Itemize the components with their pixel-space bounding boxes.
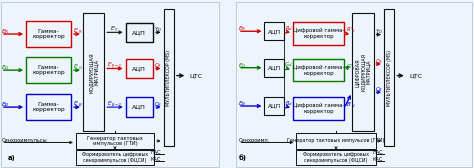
Text: $E'_G$: $E'_G$ bbox=[73, 63, 83, 72]
Text: $Y_D$: $Y_D$ bbox=[375, 28, 383, 36]
Bar bbox=[293, 59, 344, 81]
Text: $E_R$: $E_R$ bbox=[238, 24, 246, 33]
Text: АЦП: АЦП bbox=[132, 105, 146, 110]
Text: $Y_D$: $Y_D$ bbox=[155, 25, 162, 34]
Bar bbox=[236, 2, 472, 167]
Text: Генератор тактовых
импульсов (ГТИ): Генератор тактовых импульсов (ГТИ) bbox=[87, 136, 143, 146]
Text: Гамма-
корректор: Гамма- корректор bbox=[32, 102, 65, 112]
Bar bbox=[1, 2, 219, 167]
Text: АЦП: АЦП bbox=[132, 66, 146, 71]
Bar bbox=[26, 21, 71, 47]
Text: $E'_R$: $E'_R$ bbox=[73, 27, 83, 36]
Text: $C_B$: $C_B$ bbox=[155, 100, 162, 109]
Text: $E_G$: $E_G$ bbox=[1, 63, 10, 72]
Text: Гамма-
корректор: Гамма- корректор bbox=[32, 65, 65, 75]
Bar bbox=[26, 57, 71, 83]
Bar bbox=[296, 150, 376, 165]
Text: Синхроимп.: Синхроимп. bbox=[238, 138, 270, 143]
Bar bbox=[126, 23, 153, 42]
Bar bbox=[264, 97, 284, 115]
Text: АЦП: АЦП bbox=[268, 65, 281, 70]
Text: Формирователь цифровых
синхроимпульсов (ФЦСИ): Формирователь цифровых синхроимпульсов (… bbox=[82, 152, 148, 163]
Text: $E_R$: $E_R$ bbox=[1, 27, 10, 36]
Bar bbox=[384, 9, 394, 146]
Text: $E'_Y$: $E'_Y$ bbox=[110, 25, 119, 34]
Text: $B_d$: $B_d$ bbox=[285, 99, 292, 108]
Text: КАС: КАС bbox=[372, 157, 383, 162]
Text: $G'_d$: $G'_d$ bbox=[346, 63, 356, 72]
Text: Генератор тактовых импульсов (ГТИ): Генератор тактовых импульсов (ГТИ) bbox=[287, 138, 385, 143]
Text: МУЛЬТИПЛЕКСОР (MS): МУЛЬТИПЛЕКСОР (MS) bbox=[387, 50, 392, 106]
Text: КОДИРУЮЩАЯ
МАТРИЦА: КОДИРУЮЩАЯ МАТРИЦА bbox=[88, 52, 99, 93]
Text: $E_G$: $E_G$ bbox=[238, 61, 247, 70]
Text: $E'_{R-Y}$: $E'_{R-Y}$ bbox=[107, 61, 123, 70]
Bar bbox=[26, 94, 71, 120]
Bar bbox=[296, 133, 376, 149]
Text: $E_B$: $E_B$ bbox=[238, 99, 246, 108]
Text: $R_d$: $R_d$ bbox=[285, 24, 292, 33]
Text: НАС: НАС bbox=[151, 150, 161, 155]
Text: $C_R$: $C_R$ bbox=[155, 61, 162, 70]
Bar bbox=[264, 22, 284, 40]
Text: НАС: НАС bbox=[372, 150, 383, 155]
Text: $R'_d$: $R'_d$ bbox=[346, 26, 355, 35]
Text: АЦП: АЦП bbox=[268, 29, 281, 34]
Bar bbox=[293, 22, 344, 45]
Text: $E'_{B-Y}$: $E'_{B-Y}$ bbox=[107, 100, 123, 109]
Text: ЦТС: ЦТС bbox=[409, 73, 422, 78]
Text: Цифровой гамма-
корректор: Цифровой гамма- корректор bbox=[293, 103, 344, 114]
Text: $E_B$: $E_B$ bbox=[1, 100, 10, 109]
Text: АЦП: АЦП bbox=[132, 30, 146, 35]
Text: АЦП: АЦП bbox=[268, 103, 281, 109]
Text: КАС: КАС bbox=[151, 157, 161, 162]
Text: ЦИФРОВАЯ
КОДИРУЮЩАЯ
МАТРИЦА: ЦИФРОВАЯ КОДИРУЮЩАЯ МАТРИЦА bbox=[355, 53, 371, 91]
Bar bbox=[76, 150, 154, 165]
Text: а): а) bbox=[8, 155, 16, 161]
Bar bbox=[352, 13, 374, 131]
Bar bbox=[126, 59, 153, 78]
Text: $C_R$: $C_R$ bbox=[375, 57, 383, 66]
Text: МУЛЬТИПЛЕКСОР (MS): МУЛЬТИПЛЕКСОР (MS) bbox=[166, 50, 171, 106]
Bar bbox=[293, 97, 344, 120]
Bar bbox=[83, 13, 104, 131]
Bar bbox=[164, 9, 174, 146]
Bar bbox=[126, 97, 153, 117]
Text: Формирователь цифровых
синхроимпульсов (ФЦСИ): Формирователь цифровых синхроимпульсов (… bbox=[303, 152, 369, 163]
Text: Гамма-
корректор: Гамма- корректор bbox=[32, 29, 65, 39]
Text: ЦТС: ЦТС bbox=[190, 73, 203, 78]
Text: Синхроимпульсы: Синхроимпульсы bbox=[1, 138, 47, 143]
Text: Цифровой гамма-
корректор: Цифровой гамма- корректор bbox=[293, 28, 344, 38]
Text: $E'_B$: $E'_B$ bbox=[73, 100, 83, 109]
Bar bbox=[76, 133, 154, 149]
Text: $C_B$: $C_B$ bbox=[375, 85, 383, 94]
Text: $B'_d$: $B'_d$ bbox=[346, 101, 355, 110]
Text: Цифровой гамма-
корректор: Цифровой гамма- корректор bbox=[293, 65, 344, 75]
Bar bbox=[264, 59, 284, 77]
Text: $G_d$: $G_d$ bbox=[284, 61, 293, 69]
Text: б): б) bbox=[239, 155, 247, 161]
